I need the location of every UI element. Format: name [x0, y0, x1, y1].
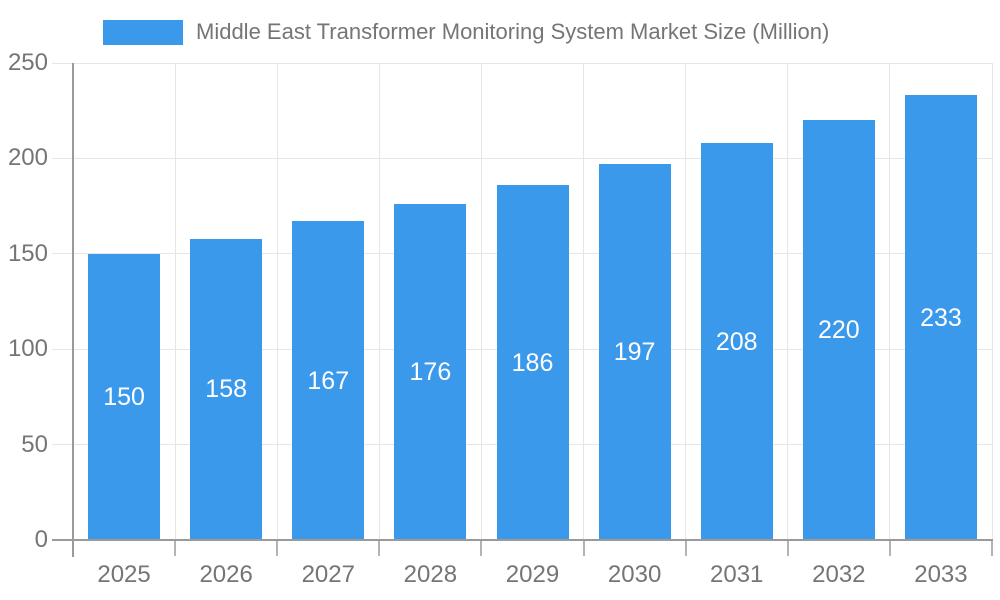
x-axis-label: 2026 [199, 561, 253, 588]
bar[interactable] [904, 95, 977, 540]
gridline-vertical [378, 63, 380, 540]
gridline-vertical [889, 63, 891, 540]
x-axis-line [52, 539, 993, 541]
bar-value-label: 150 [103, 382, 145, 411]
x-axis-label: 2028 [403, 561, 458, 588]
x-axis-label: 2027 [301, 561, 355, 588]
legend[interactable]: Middle East Transformer Monitoring Syste… [103, 19, 829, 45]
bar[interactable] [496, 185, 569, 540]
y-axis-label: 50 [21, 430, 48, 458]
bar[interactable] [802, 120, 875, 540]
gridline-vertical [174, 63, 176, 540]
y-axis-tick [52, 444, 73, 446]
y-axis-label: 0 [34, 526, 48, 553]
legend-label: Middle East Transformer Monitoring Syste… [196, 19, 830, 44]
y-axis-tick [52, 348, 73, 350]
bar[interactable] [700, 143, 773, 540]
bar-value-label: 186 [511, 348, 554, 377]
x-axis-tick [684, 540, 687, 556]
y-axis-label: 200 [7, 144, 48, 172]
gridline-vertical [991, 63, 993, 540]
x-axis-label: 2029 [505, 561, 560, 588]
legend-swatch [103, 19, 183, 45]
y-axis-tick [52, 62, 73, 64]
gridline-horizontal [73, 62, 992, 64]
bar-value-label: 167 [307, 366, 350, 395]
gridline-vertical [480, 63, 482, 540]
x-axis-tick [582, 540, 585, 556]
bar[interactable] [88, 253, 161, 540]
x-axis-tick [174, 540, 177, 556]
gridline-vertical [685, 63, 687, 540]
gridline-vertical [583, 63, 585, 540]
y-axis-label: 100 [7, 335, 48, 363]
bar[interactable] [292, 221, 365, 540]
y-axis-label: 150 [7, 239, 48, 267]
bar[interactable] [190, 238, 263, 540]
bar-value-label: 220 [817, 316, 860, 345]
y-axis-line [72, 63, 74, 557]
y-axis-tick [52, 157, 73, 159]
x-axis-tick [888, 540, 891, 556]
bar[interactable] [394, 204, 467, 540]
bar-value-label: 176 [409, 358, 452, 387]
bar-value-label: 197 [613, 338, 656, 367]
x-axis-tick [276, 540, 279, 556]
bar[interactable] [598, 164, 671, 540]
bar-value-label: 158 [205, 375, 248, 404]
x-axis-label: 2032 [812, 561, 866, 588]
y-axis-label: 250 [7, 49, 48, 76]
gridline-vertical [276, 63, 278, 540]
bar-value-label: 233 [920, 303, 962, 332]
x-axis-label: 2031 [710, 561, 764, 588]
x-axis-tick [786, 540, 789, 556]
gridline-horizontal [73, 157, 992, 159]
x-axis-label: 2033 [914, 561, 968, 588]
x-axis-label: 2030 [607, 561, 662, 588]
bar-value-label: 208 [715, 327, 758, 356]
y-axis-tick [52, 253, 73, 255]
x-axis-tick [378, 540, 381, 556]
x-axis-tick [991, 540, 993, 556]
x-axis-tick [480, 540, 483, 556]
gridline-vertical [787, 63, 789, 540]
x-axis-label: 2025 [97, 561, 151, 588]
